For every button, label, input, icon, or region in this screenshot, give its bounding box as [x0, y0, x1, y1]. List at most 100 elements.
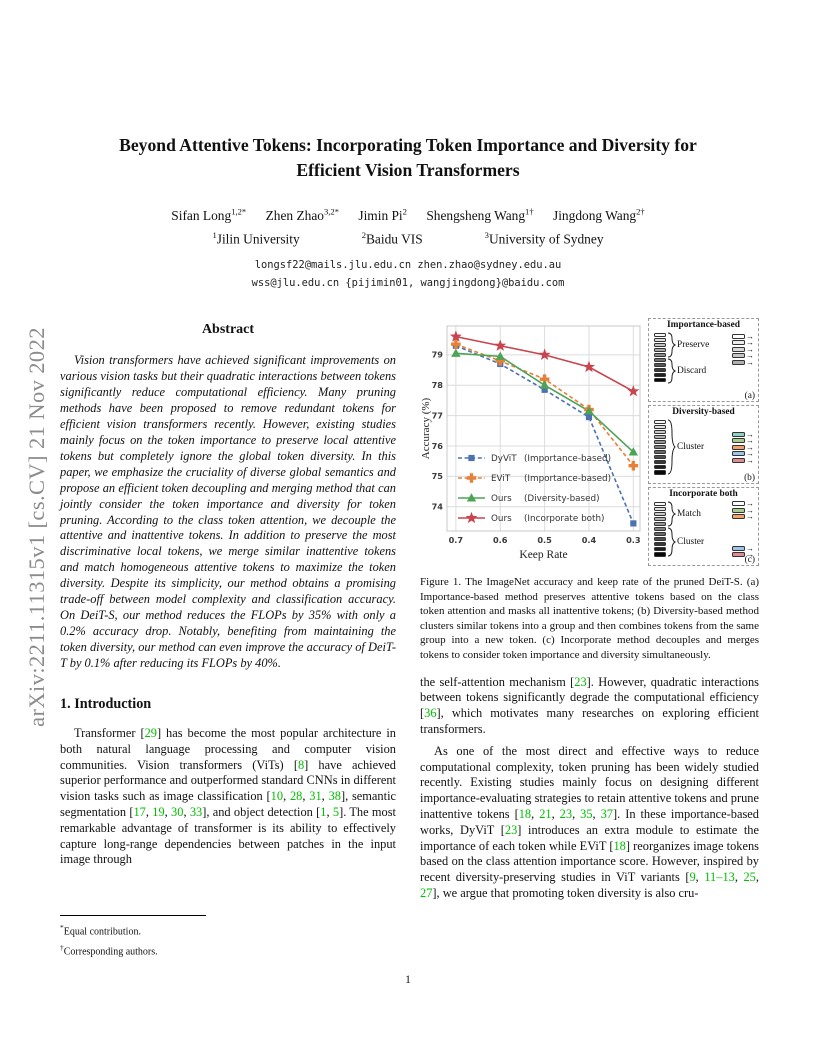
- token-chip: [654, 424, 666, 429]
- paper-title: Beyond Attentive Tokens: Incorporating T…: [0, 133, 816, 183]
- author-2-sup: 3,2*: [323, 207, 340, 217]
- brace-icon: [667, 527, 676, 557]
- footnote-equal-contribution: *Equal contribution.: [60, 923, 141, 938]
- citation[interactable]: 23: [559, 806, 573, 821]
- affiliation-2: 2Baidu VIS: [361, 230, 423, 247]
- panel-title: Incorporate both: [669, 489, 738, 499]
- citation[interactable]: 1: [320, 805, 327, 820]
- citation[interactable]: 18: [613, 838, 626, 853]
- citation[interactable]: 38: [328, 789, 341, 804]
- figure1-accuracy-chart: 0.7 0.6 0.5 0.4 0.3 74 75 76 77 78 79 Keep Rate Accu…: [420, 318, 645, 568]
- brace-label: Preserve: [677, 339, 710, 350]
- token-chip: [654, 465, 666, 470]
- citation[interactable]: 36: [424, 706, 437, 721]
- svg-text:77: 77: [432, 410, 444, 420]
- token-chip: [654, 450, 666, 455]
- author-4: Shengsheng Wang1†: [426, 207, 534, 224]
- output-tokens: → → → → →: [732, 419, 754, 475]
- brace-icon: [667, 332, 676, 357]
- svg-text:79: 79: [432, 350, 444, 360]
- author-5-sup: 2†: [636, 207, 645, 217]
- svg-text:Ours: Ours: [491, 494, 512, 504]
- citation[interactable]: 5: [332, 805, 340, 820]
- page-number: 1: [405, 974, 411, 986]
- left-column: Abstract Vision transformers have achiev…: [60, 322, 396, 957]
- author-1-sup: 1,2*: [231, 207, 247, 217]
- arrow-right-icon: →: [746, 357, 754, 367]
- token-chip: [732, 346, 745, 352]
- citation[interactable]: 37: [600, 806, 613, 821]
- author-3-sup: 2: [402, 207, 407, 217]
- token-chip: [732, 431, 745, 437]
- citation[interactable]: 27: [420, 885, 433, 900]
- citation[interactable]: 9: [689, 870, 696, 885]
- token-chip: [654, 460, 666, 465]
- token-chip: [654, 542, 666, 547]
- citation[interactable]: 21: [539, 806, 552, 821]
- token-chip: [654, 501, 666, 506]
- abstract-heading: Abstract: [201, 322, 255, 337]
- svg-text:Keep Rate: Keep Rate: [519, 549, 567, 561]
- panel-tag: (c): [744, 555, 755, 565]
- token-chip: [732, 353, 745, 358]
- token-chip: [654, 511, 666, 516]
- token-chip: [654, 368, 666, 373]
- citation[interactable]: 28: [289, 789, 303, 804]
- citation[interactable]: 35: [580, 806, 593, 821]
- token-chip: [732, 451, 745, 457]
- token-chip: [732, 444, 745, 450]
- arrow-right-icon: →: [746, 442, 754, 452]
- arrow-right-icon: →: [746, 543, 754, 553]
- token-chip: [654, 419, 666, 424]
- author-1: Sifan Long1,2*: [171, 207, 247, 224]
- citation[interactable]: 11–13: [704, 870, 735, 885]
- svg-text:Ours: Ours: [491, 514, 512, 524]
- right-paragraph-2: As one of the most direct and effective …: [420, 743, 759, 900]
- panel-tag: (b): [744, 473, 755, 483]
- svg-text:(Diversity-based): (Diversity-based): [524, 494, 600, 504]
- arrow-right-icon: →: [746, 331, 754, 341]
- citation[interactable]: 23: [574, 674, 587, 689]
- citation[interactable]: 31: [309, 789, 322, 804]
- token-chip: [654, 332, 666, 337]
- token-chip: [732, 507, 745, 513]
- token-chip: [654, 527, 666, 532]
- citation[interactable]: 10: [270, 789, 284, 804]
- token-chip: [732, 457, 745, 463]
- citation[interactable]: 33: [189, 805, 203, 820]
- email-line-1: longsf22@mails.jlu.edu.cn zhen.zhao@sydn…: [254, 259, 562, 271]
- svg-text:0.3: 0.3: [626, 535, 641, 545]
- title-line1: Beyond Attentive Tokens: Incorporating T…: [119, 135, 697, 155]
- brace-icon: [667, 419, 676, 475]
- title-line2: Efficient Vision Transformers: [296, 160, 520, 180]
- affiliation-1: 1Jilin University: [212, 230, 300, 247]
- abstract-text: Vision transformers have achieved signif…: [60, 353, 396, 671]
- citation[interactable]: 18: [518, 806, 532, 821]
- svg-text:0.5: 0.5: [537, 535, 552, 545]
- citation[interactable]: 17: [133, 805, 146, 820]
- citation[interactable]: 23: [504, 822, 518, 837]
- token-chip: [732, 552, 745, 558]
- author-5: Jingdong Wang2†: [553, 207, 645, 224]
- author-3: Jimin Pi2: [358, 207, 407, 224]
- footnote-rule: [60, 915, 206, 916]
- citation[interactable]: 19: [152, 805, 165, 820]
- token-chip: [654, 506, 666, 511]
- arrow-right-icon: →: [746, 455, 754, 465]
- citation[interactable]: 29: [144, 726, 157, 741]
- footnote-corresponding-authors: †Corresponding authors.: [60, 942, 158, 958]
- svg-text:74: 74: [432, 502, 444, 512]
- svg-text:76: 76: [432, 441, 444, 451]
- token-stack: [654, 419, 666, 475]
- token-chip: [654, 516, 666, 521]
- citation[interactable]: 8: [297, 757, 305, 772]
- svg-text:DyViT: DyViT: [491, 454, 517, 464]
- arrow-right-icon: →: [746, 351, 754, 360]
- panel-tag: (a): [744, 391, 755, 401]
- svg-text:(Importance-based): (Importance-based): [524, 474, 611, 484]
- token-chip: [732, 340, 745, 345]
- citation[interactable]: 25: [743, 870, 756, 885]
- svg-text:0.7: 0.7: [449, 535, 464, 545]
- citation[interactable]: 30: [171, 805, 184, 820]
